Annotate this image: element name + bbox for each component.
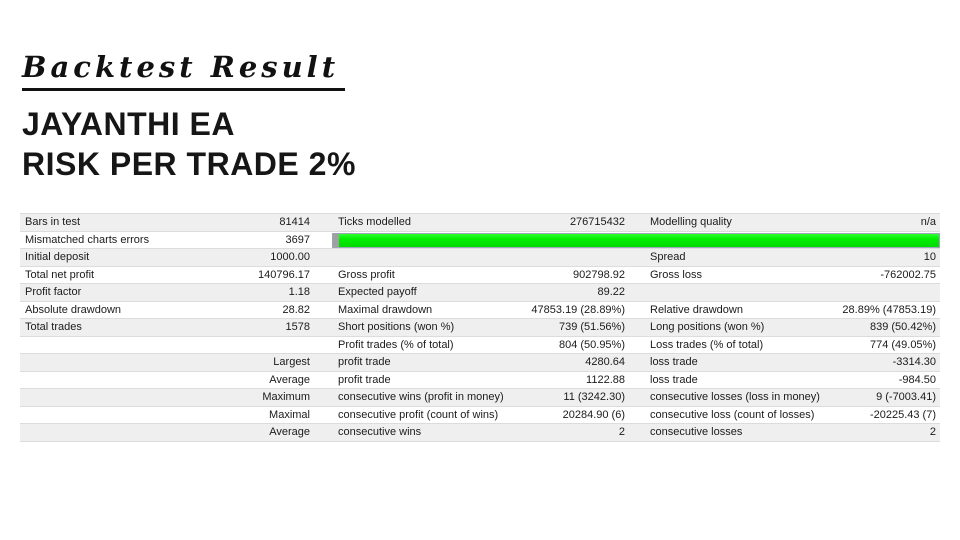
row-value-left <box>170 336 332 354</box>
modelling-quality-bar <box>332 232 940 248</box>
row-label-middle: Ticks modelled <box>332 213 505 232</box>
row-value-right: 9 (-7003.41) <box>810 388 940 407</box>
row-label-right: Modelling quality <box>645 213 810 232</box>
row-value-left: 28.82 <box>170 301 332 319</box>
row-value-middle: 739 (51.56%) <box>505 318 645 337</box>
table-row: Maximum consecutive wins (profit in money… <box>20 388 940 407</box>
row-label-right: Gross loss <box>645 266 810 284</box>
row-value-middle: 276715432 <box>505 213 645 232</box>
row-value-right: -3314.30 <box>810 353 940 372</box>
row-value-middle: 11 (3242.30) <box>505 388 645 407</box>
row-label-middle <box>332 248 505 267</box>
row-label-left: Total trades <box>20 318 170 337</box>
row-value-middle: 804 (50.95%) <box>505 336 645 354</box>
bar-quality-fill <box>339 233 939 247</box>
table-row: Average profit trade 1122.88 loss trade -984… <box>20 371 940 389</box>
ea-name-heading: JAYANTHI EA <box>22 106 235 142</box>
table-row: Largest profit trade 4280.64 loss trade -331… <box>20 353 940 372</box>
risk-per-trade-heading: RISK PER TRADE 2% <box>22 146 356 182</box>
row-value-middle: 4280.64 <box>505 353 645 372</box>
row-value-left: Maximal <box>170 406 332 424</box>
row-label-middle: Maximal drawdown <box>332 301 505 319</box>
row-value-middle: 1122.88 <box>505 371 645 389</box>
row-value-right: 774 (49.05%) <box>810 336 940 354</box>
row-value-right: 839 (50.42%) <box>810 318 940 337</box>
row-label-middle: consecutive wins (profit in money) <box>332 388 505 407</box>
row-value-right: 28.89% (47853.19) <box>810 301 940 319</box>
row-value-left: Average <box>170 371 332 389</box>
row-label-left <box>20 336 170 354</box>
row-value-right: -762002.75 <box>810 266 940 284</box>
row-label-middle: profit trade <box>332 371 505 389</box>
row-value-right: -984.50 <box>810 371 940 389</box>
row-value-left: 1.18 <box>170 283 332 302</box>
row-value-right <box>810 283 940 302</box>
bar-mismatch-segment <box>333 233 339 247</box>
row-value-left: 140796.17 <box>170 266 332 284</box>
row-label-left <box>20 388 170 407</box>
row-label-left: Bars in test <box>20 213 170 232</box>
modelling-quality-bar-cell <box>332 231 940 249</box>
row-label-right: consecutive losses <box>645 423 810 442</box>
table-row: Bars in test 81414 Ticks modelled 276715432… <box>20 213 940 232</box>
row-label-right: Loss trades (% of total) <box>645 336 810 354</box>
row-value-right: 2 <box>810 423 940 442</box>
row-label-right <box>645 283 810 302</box>
row-value-middle: 902798.92 <box>505 266 645 284</box>
row-label-middle: Profit trades (% of total) <box>332 336 505 354</box>
row-label-left <box>20 353 170 372</box>
row-value-middle: 47853.19 (28.89%) <box>505 301 645 319</box>
row-label-left: Absolute drawdown <box>20 301 170 319</box>
report-table-body: Bars in test 81414 Ticks modelled 276715432… <box>20 213 940 442</box>
row-label-right: Long positions (won %) <box>645 318 810 337</box>
page-title: Backtest Result <box>22 50 346 91</box>
row-value-left: 1000.00 <box>170 248 332 267</box>
table-row: Profit trades (% of total) 804 (50.95%) Lo… <box>20 336 940 354</box>
row-label-middle: profit trade <box>332 353 505 372</box>
row-label-right: Relative drawdown <box>645 301 810 319</box>
report-header: Backtest Result JAYANTHI EA RISK PER TRA… <box>22 50 356 183</box>
table-row: Total net profit 140796.17 Gross profit 902… <box>20 266 940 284</box>
row-label-middle: Expected payoff <box>332 283 505 302</box>
row-label-left <box>20 406 170 424</box>
table-row: Maximal consecutive profit (count of wins… <box>20 406 940 424</box>
row-label-right: consecutive losses (loss in money) <box>645 388 820 407</box>
table-row: Average consecutive wins 2 consecutive loss… <box>20 423 940 442</box>
row-value-left: 3697 <box>170 231 332 249</box>
row-label-left: Mismatched charts errors <box>20 231 170 249</box>
row-value-left: Largest <box>170 353 332 372</box>
row-label-right: loss trade <box>645 353 810 372</box>
row-value-left: Average <box>170 423 332 442</box>
table-row: Total trades 1578 Short positions (won %) 7… <box>20 318 940 337</box>
row-label-middle: Short positions (won %) <box>332 318 505 337</box>
backtest-report: Bars in test 81414 Ticks modelled 276715432… <box>20 213 940 442</box>
row-value-middle <box>505 248 645 267</box>
backtest-report-table: Bars in test 81414 Ticks modelled 276715432… <box>20 213 940 442</box>
row-value-right: n/a <box>810 213 940 232</box>
table-row: Absolute drawdown 28.82 Maximal drawdown 47… <box>20 301 940 319</box>
table-row: Mismatched charts errors 3697 <box>20 231 940 249</box>
table-row: Initial deposit 1000.00 Spread 10 <box>20 248 940 267</box>
row-label-left: Initial deposit <box>20 248 170 267</box>
row-value-right: -20225.43 (7) <box>810 406 940 424</box>
row-value-left: 1578 <box>170 318 332 337</box>
table-row: Profit factor 1.18 Expected payoff 89.22 <box>20 283 940 302</box>
row-label-right: Spread <box>645 248 810 267</box>
row-label-middle: Gross profit <box>332 266 505 284</box>
row-value-middle: 2 <box>505 423 645 442</box>
row-label-left <box>20 423 170 442</box>
row-value-middle: 20284.90 (6) <box>505 406 645 424</box>
row-label-right: consecutive loss (count of losses) <box>645 406 814 424</box>
row-label-left <box>20 371 170 389</box>
row-value-left: Maximum <box>170 388 332 407</box>
row-value-right: 10 <box>810 248 940 267</box>
row-label-middle: consecutive profit (count of wins) <box>332 406 505 424</box>
row-label-left: Total net profit <box>20 266 170 284</box>
row-label-middle: consecutive wins <box>332 423 505 442</box>
row-value-left: 81414 <box>170 213 332 232</box>
row-label-left: Profit factor <box>20 283 170 302</box>
row-label-right: loss trade <box>645 371 810 389</box>
row-value-middle: 89.22 <box>505 283 645 302</box>
